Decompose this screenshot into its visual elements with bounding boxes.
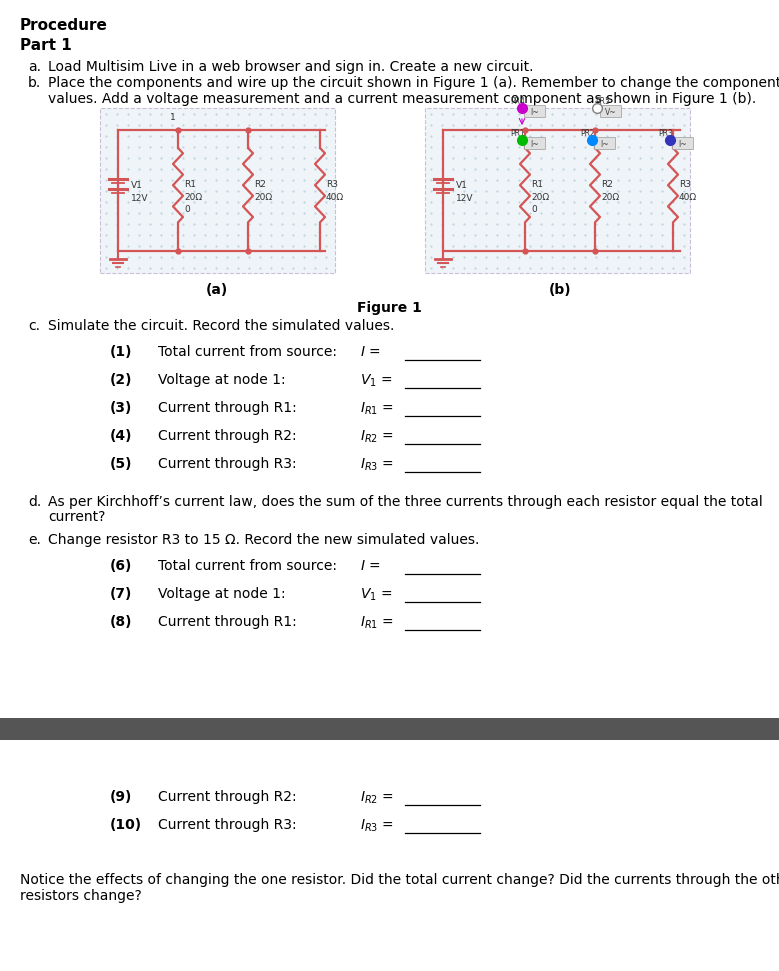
Text: $V_1$ =: $V_1$ = <box>360 373 393 389</box>
Text: Current through R3:: Current through R3: <box>158 457 297 471</box>
Text: PR4: PR4 <box>510 97 525 106</box>
Bar <box>100 108 335 273</box>
Text: 20Ω: 20Ω <box>254 193 272 202</box>
Text: PR2: PR2 <box>580 129 594 138</box>
Text: (b): (b) <box>548 283 571 297</box>
Text: $I$ =: $I$ = <box>360 559 381 573</box>
Text: d.: d. <box>28 495 41 509</box>
Text: values. Add a voltage measurement and a current measurement component as shown i: values. Add a voltage measurement and a … <box>48 92 756 106</box>
Text: resistors change?: resistors change? <box>20 889 142 903</box>
Text: Procedure: Procedure <box>20 18 108 33</box>
Text: 40Ω: 40Ω <box>679 193 697 202</box>
Text: PR5: PR5 <box>595 97 610 106</box>
Text: R2: R2 <box>254 180 266 189</box>
Text: $I_{R1}$ =: $I_{R1}$ = <box>360 401 394 418</box>
Text: (10): (10) <box>110 818 142 832</box>
Text: V~: V~ <box>605 108 617 117</box>
FancyBboxPatch shape <box>672 138 693 150</box>
Text: 12V: 12V <box>456 194 474 203</box>
Text: c.: c. <box>28 319 40 333</box>
FancyBboxPatch shape <box>524 138 545 150</box>
Text: Simulate the circuit. Record the simulated values.: Simulate the circuit. Record the simulat… <box>48 319 394 333</box>
Text: Notice the effects of changing the one resistor. Did the total current change? D: Notice the effects of changing the one r… <box>20 873 779 887</box>
Text: R1: R1 <box>184 180 196 189</box>
Text: $I_{R1}$ =: $I_{R1}$ = <box>360 615 394 631</box>
Text: 20Ω: 20Ω <box>531 193 549 202</box>
Text: Change resistor R3 to 15 Ω. Record the new simulated values.: Change resistor R3 to 15 Ω. Record the n… <box>48 533 479 547</box>
Text: $I_{R3}$ =: $I_{R3}$ = <box>360 457 394 474</box>
Text: b.: b. <box>28 76 41 90</box>
Text: 0: 0 <box>531 205 537 214</box>
FancyBboxPatch shape <box>594 138 615 150</box>
Text: (3): (3) <box>110 401 132 415</box>
Text: PR3: PR3 <box>658 129 673 138</box>
Text: Total current from source:: Total current from source: <box>158 559 337 573</box>
Text: I~: I~ <box>601 140 609 149</box>
Text: Current through R1:: Current through R1: <box>158 615 297 629</box>
Text: V1: V1 <box>131 181 143 190</box>
Text: e.: e. <box>28 533 41 547</box>
Text: I~: I~ <box>530 108 539 117</box>
Text: 20Ω: 20Ω <box>184 193 202 202</box>
Text: R1: R1 <box>531 180 543 189</box>
Text: a.: a. <box>28 60 41 74</box>
Text: 20Ω: 20Ω <box>601 193 619 202</box>
Text: $I_{R2}$ =: $I_{R2}$ = <box>360 790 394 806</box>
Text: Figure 1: Figure 1 <box>357 301 421 315</box>
Text: PR1: PR1 <box>510 129 525 138</box>
Bar <box>425 108 690 273</box>
Text: I~: I~ <box>530 140 539 149</box>
Text: 40Ω: 40Ω <box>326 193 344 202</box>
Text: Current through R2:: Current through R2: <box>158 429 297 443</box>
Text: Current through R2:: Current through R2: <box>158 790 297 804</box>
Text: 12V: 12V <box>131 194 149 203</box>
Text: $V_1$ =: $V_1$ = <box>360 587 393 603</box>
Text: 1: 1 <box>170 113 176 122</box>
Text: Place the components and wire up the circuit shown in Figure 1 (a). Remember to : Place the components and wire up the cir… <box>48 76 779 90</box>
Text: Current through R1:: Current through R1: <box>158 401 297 415</box>
Text: I~: I~ <box>679 140 687 149</box>
Text: $I_{R3}$ =: $I_{R3}$ = <box>360 818 394 834</box>
Text: (8): (8) <box>110 615 132 629</box>
Text: V1: V1 <box>456 181 468 190</box>
Text: Part 1: Part 1 <box>20 38 72 53</box>
Text: (2): (2) <box>110 373 132 387</box>
FancyBboxPatch shape <box>601 106 622 117</box>
Text: Load Multisim Live in a web browser and sign in. Create a new circuit.: Load Multisim Live in a web browser and … <box>48 60 534 74</box>
Text: R3: R3 <box>679 180 691 189</box>
Text: (1): (1) <box>110 345 132 359</box>
Text: Current through R3:: Current through R3: <box>158 818 297 832</box>
Text: (a): (a) <box>206 283 228 297</box>
Text: (4): (4) <box>110 429 132 443</box>
Text: (9): (9) <box>110 790 132 804</box>
Text: (7): (7) <box>110 587 132 601</box>
Text: R3: R3 <box>326 180 338 189</box>
FancyBboxPatch shape <box>524 106 545 117</box>
Text: Voltage at node 1:: Voltage at node 1: <box>158 373 286 387</box>
Text: $I$ =: $I$ = <box>360 345 381 359</box>
Text: (6): (6) <box>110 559 132 573</box>
Text: $I_{R2}$ =: $I_{R2}$ = <box>360 429 394 446</box>
Text: (5): (5) <box>110 457 132 471</box>
Text: 0: 0 <box>184 205 190 214</box>
Text: current?: current? <box>48 510 105 524</box>
Text: Total current from source:: Total current from source: <box>158 345 337 359</box>
Text: Voltage at node 1:: Voltage at node 1: <box>158 587 286 601</box>
Text: As per Kirchhoff’s current law, does the sum of the three currents through each : As per Kirchhoff’s current law, does the… <box>48 495 763 509</box>
Bar <box>0 718 779 740</box>
Text: R2: R2 <box>601 180 613 189</box>
